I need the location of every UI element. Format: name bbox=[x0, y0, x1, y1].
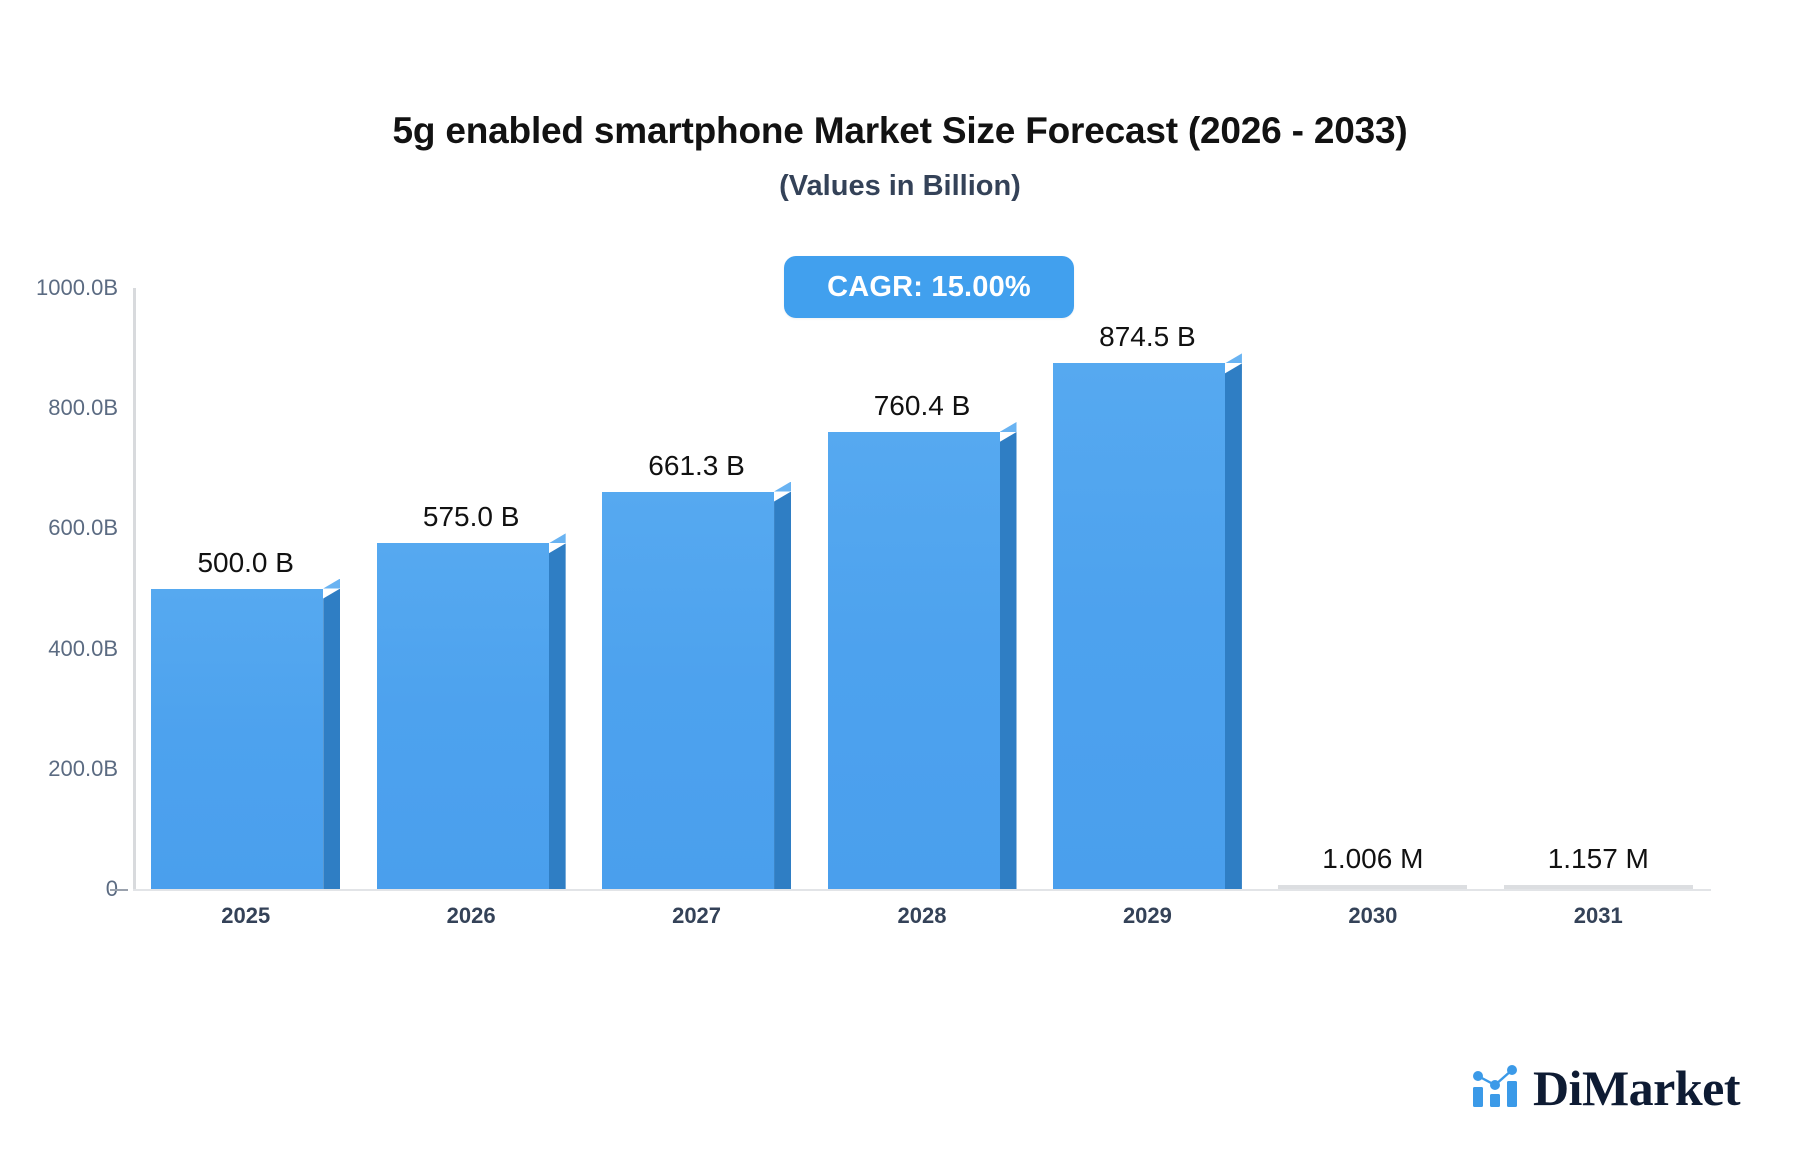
y-axis-tick-label: 200.0B bbox=[48, 755, 118, 781]
bar-value-label: 1.006 M bbox=[1322, 843, 1424, 874]
bar-top-face bbox=[774, 481, 792, 492]
bar[interactable] bbox=[1503, 885, 1693, 889]
x-axis-tick-label: 2028 bbox=[897, 903, 947, 928]
bar-top-face bbox=[999, 421, 1017, 432]
bar-value-label: 874.5 B bbox=[1099, 321, 1196, 353]
bar[interactable] bbox=[376, 533, 566, 889]
y-axis-labels: 0 200.0B 400.0B 600.0B 800.0B 1000.0B bbox=[0, 0, 118, 1156]
y-axis-tick-label: 1000.0B bbox=[36, 275, 118, 300]
x-axis-tick-label: 2030 bbox=[1348, 903, 1398, 928]
bar-value-label: 760.4 B bbox=[873, 389, 971, 421]
bar[interactable] bbox=[151, 578, 341, 889]
page-subtitle: (Values in Billion) bbox=[779, 170, 1021, 202]
bar-front-face bbox=[827, 431, 1000, 889]
cagr-badge-label: CAGR: 15.00% bbox=[827, 270, 1031, 303]
bar-side-face bbox=[774, 491, 792, 889]
bar-side-face bbox=[999, 431, 1017, 889]
bar[interactable] bbox=[827, 421, 1017, 889]
bar-side-face bbox=[548, 543, 566, 889]
bar-front-face bbox=[151, 588, 324, 889]
bar-value-label: 500.0 B bbox=[197, 546, 294, 578]
bar-top-face bbox=[1224, 353, 1242, 364]
bar-side-face bbox=[323, 588, 341, 889]
bar[interactable] bbox=[1278, 885, 1468, 889]
bar-side-face bbox=[1224, 363, 1242, 889]
y-axis-tick-label: 800.0B bbox=[48, 395, 118, 421]
x-axis-tick-label: 2031 bbox=[1573, 903, 1623, 928]
bar-value-label: 575.0 B bbox=[422, 501, 520, 533]
bar-top-face bbox=[323, 578, 341, 589]
x-axis-line bbox=[133, 889, 1711, 891]
x-axis-tick-label: 2025 bbox=[221, 903, 271, 928]
x-axis-tick-label: 2029 bbox=[1122, 903, 1172, 928]
bar-value-label: 661.3 B bbox=[648, 449, 745, 481]
y-axis-tick-label: 400.0B bbox=[48, 635, 118, 661]
bar-front-face bbox=[602, 491, 775, 889]
y-axis-zero-tick bbox=[110, 889, 128, 891]
x-axis-tick-label: 2026 bbox=[446, 903, 496, 928]
bar-front-face bbox=[1052, 363, 1225, 889]
bar-top-face bbox=[548, 533, 566, 544]
y-axis-tick-label: 0 bbox=[0, 876, 118, 902]
cagr-badge: CAGR: 15.00% bbox=[784, 256, 1074, 318]
brand-logo: DiMarket bbox=[1471, 1059, 1741, 1116]
x-axis-tick-label: 2027 bbox=[672, 903, 722, 928]
bar-value-label: 1.157 M bbox=[1547, 843, 1649, 874]
y-axis-tick-label: 600.0B bbox=[48, 515, 118, 541]
y-axis-line bbox=[133, 288, 136, 890]
bar[interactable] bbox=[602, 481, 792, 889]
bar[interactable] bbox=[1052, 353, 1242, 889]
bar-chart-icon bbox=[1471, 1061, 1523, 1114]
bar-front-face bbox=[376, 543, 549, 889]
page-title: 5g enabled smartphone Market Size Foreca… bbox=[392, 110, 1408, 151]
brand-logo-text: DiMarket bbox=[1532, 1059, 1741, 1116]
